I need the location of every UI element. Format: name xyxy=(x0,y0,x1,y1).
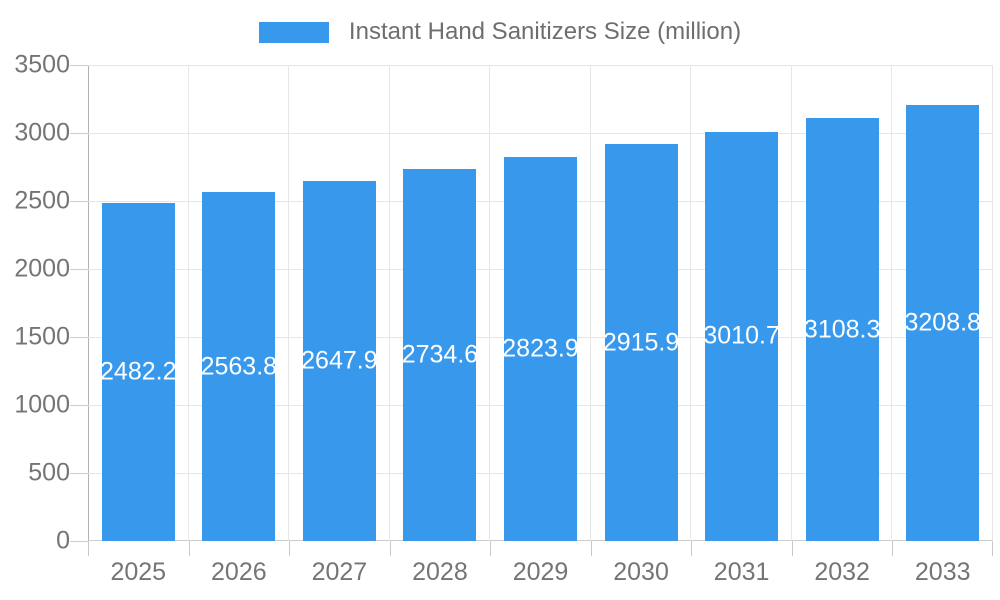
bar[interactable] xyxy=(302,180,376,541)
bar[interactable] xyxy=(202,192,276,541)
y-axis-line xyxy=(88,65,89,556)
y-axis-tick xyxy=(70,473,88,474)
bar[interactable] xyxy=(101,203,175,541)
bar-value-label: 2482.2 xyxy=(100,357,177,386)
y-axis-tick xyxy=(70,201,88,202)
x-axis-tick xyxy=(490,541,492,556)
y-axis-tick xyxy=(70,65,88,66)
bar[interactable] xyxy=(403,169,477,541)
bar[interactable] xyxy=(504,156,577,541)
x-axis-tick xyxy=(389,541,391,556)
legend-swatch xyxy=(258,21,329,43)
gridline-vertical xyxy=(489,65,491,541)
x-tick-label: 2031 xyxy=(713,558,770,586)
legend-label: Instant Hand Sanitizers Size (million) xyxy=(348,18,742,45)
y-axis-label: 500 xyxy=(28,458,70,487)
bar-value-label: 3208.8 xyxy=(904,308,981,337)
y-axis-tick xyxy=(70,269,88,270)
x-tick-label: 2027 xyxy=(311,558,368,586)
x-tick-label: 2029 xyxy=(512,558,569,586)
bar-value-label: 2734.6 xyxy=(401,340,479,369)
x-axis-tick xyxy=(691,541,693,556)
y-axis-tick xyxy=(70,541,88,542)
gridline-vertical xyxy=(992,65,993,541)
gridline-vertical xyxy=(187,65,189,541)
y-axis-tick xyxy=(70,337,88,338)
gridline-horizontal xyxy=(88,65,993,66)
y-axis-tick xyxy=(70,133,88,134)
y-axis-label: 2500 xyxy=(14,186,70,215)
bar-value-label: 2823.9 xyxy=(502,334,579,363)
x-axis-tick xyxy=(791,541,793,556)
y-axis-label: 1000 xyxy=(14,390,70,419)
bar-value-label: 3010.7 xyxy=(703,321,780,350)
bar[interactable] xyxy=(805,118,879,541)
x-axis-tick xyxy=(590,541,592,556)
gridline-vertical xyxy=(589,65,591,541)
x-tick-label: 2030 xyxy=(613,558,669,586)
gridline-vertical xyxy=(790,65,792,541)
x-axis-tick xyxy=(188,541,190,556)
y-axis-label: 2000 xyxy=(14,254,70,283)
plot-area: 2482.2 2563.8 2647.9 2734.6 2823.9 2915.9 3010… xyxy=(88,65,993,541)
bar-value-label: 2563.8 xyxy=(200,352,278,381)
gridline-horizontal xyxy=(88,133,993,134)
y-axis-label: 3500 xyxy=(14,50,70,79)
bar-value-label: 2915.9 xyxy=(602,328,680,357)
bar-value-label: 2647.9 xyxy=(301,346,378,375)
gridline-vertical xyxy=(690,65,692,541)
x-axis-tick xyxy=(992,541,993,556)
bar[interactable] xyxy=(705,131,779,541)
y-axis-tick xyxy=(70,405,88,406)
x-tick-label: 2025 xyxy=(110,558,167,586)
x-tick-label: 2026 xyxy=(211,558,267,586)
x-tick-label: 2033 xyxy=(914,558,971,586)
gridline-vertical xyxy=(891,65,893,541)
gridline-vertical xyxy=(288,65,290,541)
y-axis-label: 1500 xyxy=(14,322,70,351)
y-axis-label: 0 xyxy=(56,526,70,555)
x-axis-tick xyxy=(289,541,291,556)
x-axis-tick xyxy=(88,541,89,556)
y-axis-label: 3000 xyxy=(14,118,70,147)
bar[interactable] xyxy=(604,144,678,541)
bar-value-label: 3108.3 xyxy=(803,315,881,344)
x-tick-label: 2028 xyxy=(412,558,468,586)
gridline-vertical xyxy=(388,65,390,541)
x-tick-label: 2032 xyxy=(814,558,870,586)
x-axis-tick xyxy=(892,541,894,556)
bar[interactable] xyxy=(906,104,980,541)
legend[interactable]: Instant Hand Sanitizers Size (million) xyxy=(0,18,1000,46)
